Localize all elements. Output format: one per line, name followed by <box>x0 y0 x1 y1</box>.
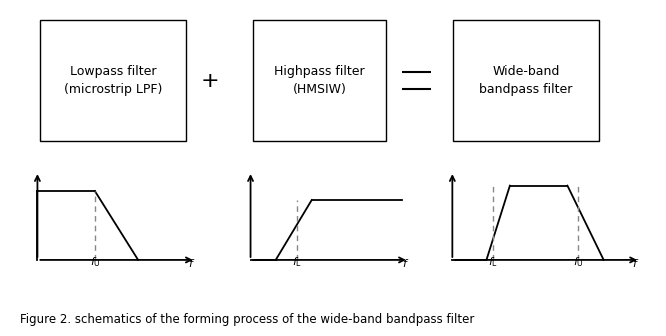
FancyBboxPatch shape <box>40 20 186 141</box>
Text: $f$: $f$ <box>188 257 196 269</box>
Text: Figure 2. schematics of the forming process of the wide-band bandpass filter: Figure 2. schematics of the forming proc… <box>20 313 474 326</box>
FancyBboxPatch shape <box>253 20 386 141</box>
Text: $f$: $f$ <box>402 257 409 269</box>
Text: $f_\mathrm{U}$: $f_\mathrm{U}$ <box>89 255 101 269</box>
Text: $f_\mathrm{L}$: $f_\mathrm{L}$ <box>292 255 302 269</box>
Text: Highpass filter
(HMSIW): Highpass filter (HMSIW) <box>274 65 365 96</box>
Text: Wide-band
bandpass filter: Wide-band bandpass filter <box>480 65 573 96</box>
Text: $f_\mathrm{L}$: $f_\mathrm{L}$ <box>488 255 498 269</box>
FancyBboxPatch shape <box>453 20 599 141</box>
Text: $f_\mathrm{U}$: $f_\mathrm{U}$ <box>573 255 583 269</box>
Text: $f$: $f$ <box>632 257 639 269</box>
Text: +: + <box>200 71 219 91</box>
Text: Lowpass filter
(microstrip LPF): Lowpass filter (microstrip LPF) <box>64 65 163 96</box>
